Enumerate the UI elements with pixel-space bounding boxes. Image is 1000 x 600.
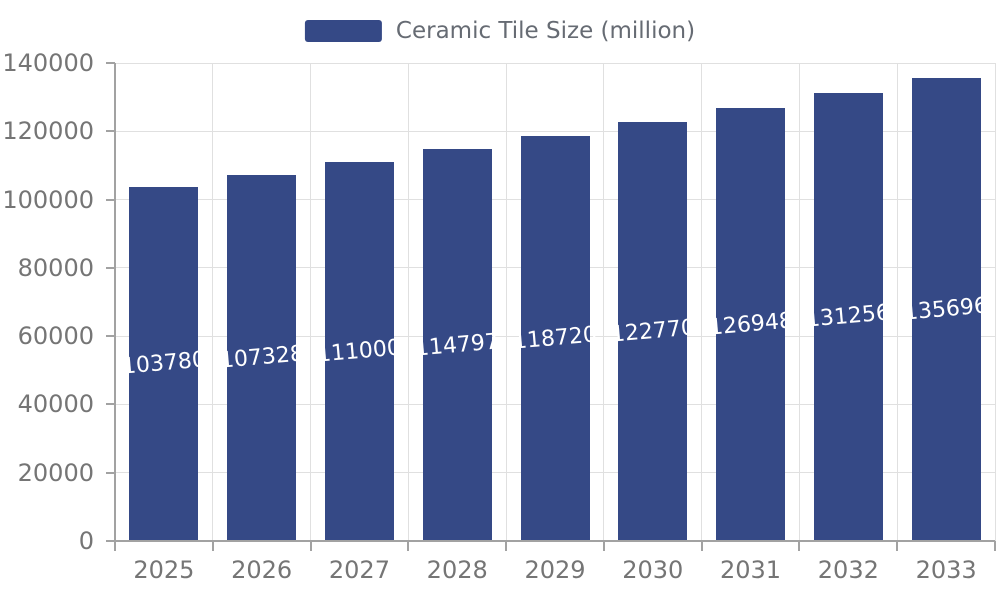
legend-label: Ceramic Tile Size (million) [395,18,696,44]
gridline-vertical [896,63,898,541]
gridline-vertical [603,63,605,541]
x-axis-label: 2028 [426,556,488,584]
y-axis-tick [106,62,115,64]
legend[interactable]: Ceramic Tile Size (million) [304,18,696,44]
y-axis-tick [106,471,115,474]
plot-area: 103780 107328 111000 114797 118720 122770 1269… [114,62,996,542]
x-axis-label: 2026 [231,556,293,584]
y-axis-line [114,63,116,541]
bar-2031: 126948 [708,107,793,541]
bar-value-label: 107328 [218,341,305,374]
bar-value-label: 103780 [120,347,207,380]
y-axis-label: 0 [78,527,94,555]
bar-2030: 122770 [610,121,696,541]
x-axis-tick [700,541,703,551]
bar-2029: 118720 [512,135,598,541]
gridline-vertical [798,63,800,541]
bar-2025: 103780 [121,186,207,541]
x-axis-tick [309,541,312,551]
gridline-vertical [407,63,409,541]
bar-2032: 131256 [805,92,891,541]
gridline-vertical [994,63,996,541]
bar-value-label: 135696 [903,293,990,326]
bar-value-label: 126948 [707,308,794,341]
y-axis-label: 40000 [17,390,94,419]
y-axis-label: 120000 [2,117,94,146]
bar-2033: 135696 [903,77,989,541]
x-axis-label: 2032 [817,556,879,584]
x-axis-tick [114,541,116,551]
gridline-vertical [212,63,214,541]
x-axis-label: 2027 [328,556,390,584]
bar-value-label: 131256 [805,300,892,334]
bar-value-label: 111000 [316,335,403,368]
x-axis-tick [211,541,214,551]
y-axis-tick [106,198,115,201]
bar-value-label: 118720 [512,322,598,355]
x-axis-tick [994,541,996,551]
y-axis-label: 100000 [2,185,94,214]
x-axis-label: 2029 [524,556,586,584]
gridline-vertical [505,63,507,541]
gridline-vertical [310,63,312,541]
y-axis-tick [106,266,115,269]
x-axis-label: 2030 [622,556,684,584]
x-axis-label: 2033 [915,556,977,584]
legend-swatch [304,20,382,42]
x-axis-label: 2025 [133,556,195,584]
y-axis-label: 140000 [2,49,94,77]
x-axis-tick [602,541,605,551]
bar-2027: 111000 [317,162,402,541]
x-axis-tick [798,541,801,551]
x-axis-line [115,540,995,542]
bar-2028: 114797 [414,149,500,541]
y-axis-label: 80000 [17,253,94,282]
x-axis-tick [896,541,899,551]
bar-2026: 107328 [219,174,305,541]
y-axis-tick [106,403,115,406]
bar-value-label: 114797 [414,328,501,362]
y-axis-label: 20000 [17,458,94,487]
gridline-horizontal [115,62,995,64]
y-axis-tick [106,335,115,338]
gridline-horizontal [115,130,995,132]
x-axis-tick [407,541,410,551]
y-axis-tick [106,130,115,133]
x-axis-label: 2031 [720,556,782,584]
gridline-vertical [701,63,703,541]
x-axis-tick [505,541,508,551]
bar-value-label: 122770 [609,315,696,348]
y-axis-label: 60000 [17,322,94,351]
y-axis-tick [106,540,115,542]
